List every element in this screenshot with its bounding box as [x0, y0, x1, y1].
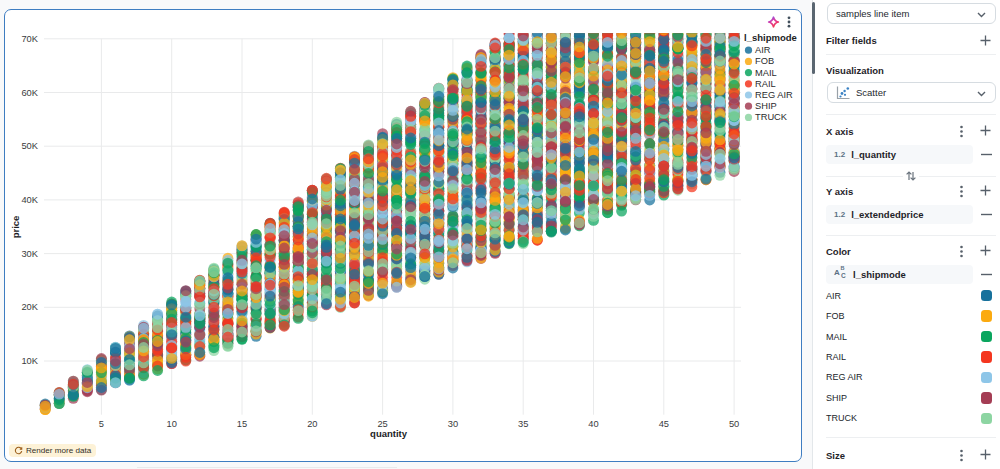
svg-text:45: 45	[659, 419, 669, 429]
svg-text:15: 15	[237, 419, 247, 429]
svg-text:50K: 50K	[21, 141, 38, 151]
svg-text:35: 35	[518, 419, 528, 429]
svg-text:40K: 40K	[21, 195, 38, 205]
svg-text:SHIP: SHIP	[755, 101, 777, 111]
svg-text:70K: 70K	[21, 34, 38, 44]
svg-text:30K: 30K	[21, 249, 38, 259]
svg-text:40: 40	[588, 419, 598, 429]
svg-text:l_shipmode: l_shipmode	[744, 32, 797, 43]
svg-text:20K: 20K	[21, 302, 38, 312]
svg-text:quantity: quantity	[370, 428, 408, 439]
svg-text:REG AIR: REG AIR	[755, 90, 793, 100]
svg-text:30: 30	[448, 419, 458, 429]
svg-text:10: 10	[167, 419, 177, 429]
svg-text:TRUCK: TRUCK	[755, 112, 788, 122]
svg-text:price: price	[10, 216, 21, 239]
svg-text:5: 5	[99, 419, 104, 429]
svg-text:50: 50	[729, 419, 739, 429]
svg-text:60K: 60K	[21, 88, 38, 98]
svg-text:AIR: AIR	[755, 45, 771, 55]
svg-text:10K: 10K	[21, 356, 38, 366]
svg-text:FOB: FOB	[755, 56, 774, 66]
svg-text:RAIL: RAIL	[755, 79, 776, 89]
svg-text:20: 20	[307, 419, 317, 429]
svg-text:MAIL: MAIL	[755, 68, 777, 78]
